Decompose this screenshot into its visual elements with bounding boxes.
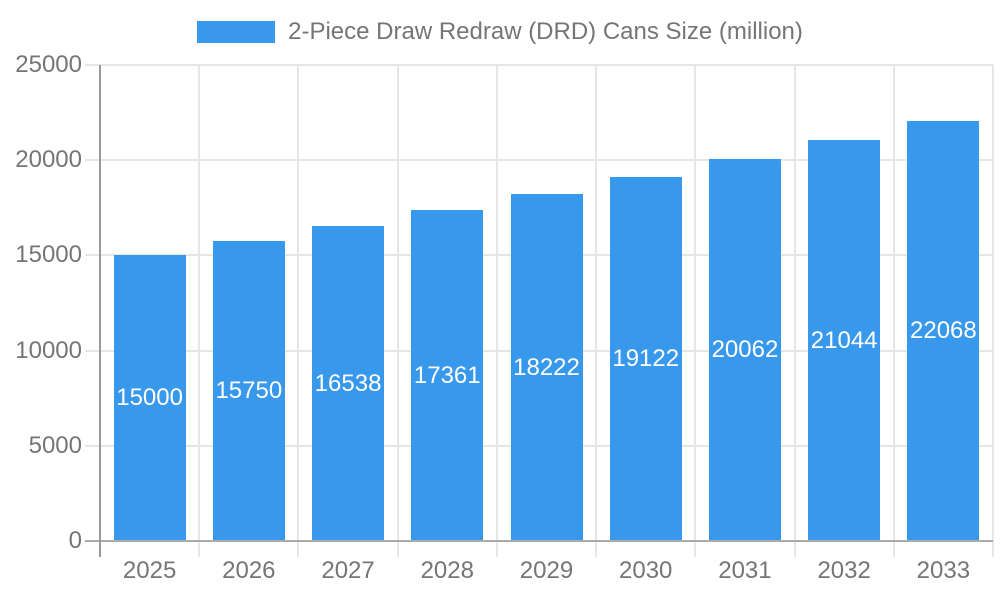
x-axis-tick-label: 2026: [222, 557, 276, 584]
chart-legend-item[interactable]: 2-Piece Draw Redraw (DRD) Cans Size (mil…: [0, 18, 1000, 46]
x-gridline: [992, 65, 994, 557]
bar-2029: 18222: [510, 194, 583, 541]
x-axis-tick-label: 2031: [718, 557, 772, 584]
bar-2026: 15750: [212, 241, 285, 541]
x-gridline: [595, 65, 598, 557]
legend-label: 2-Piece Draw Redraw (DRD) Cans Size (mil…: [288, 18, 803, 45]
bar-value-label: 16538: [314, 369, 382, 397]
y-axis-tick-label: 20000: [15, 146, 82, 174]
y-axis-tick-label: 10000: [15, 336, 82, 364]
bar-value-label: 18222: [513, 353, 580, 381]
bar-2032: 21044: [808, 140, 881, 541]
bar-value-label: 22068: [910, 316, 977, 344]
x-axis-tick-label: 2027: [321, 557, 375, 584]
y-axis-line: [99, 65, 101, 557]
bar-2030: 19122: [609, 176, 682, 541]
y-axis-tick-label: 15000: [15, 241, 82, 269]
x-axis-tick-label: 2032: [817, 557, 871, 584]
y-axis-tick-label: 5000: [28, 431, 82, 459]
bar-value-label: 17361: [413, 361, 481, 389]
x-gridline: [198, 65, 201, 557]
x-gridline: [793, 65, 796, 557]
x-gridline: [495, 65, 498, 557]
bar-2025: 15000: [113, 255, 186, 541]
x-axis-tick-label: 2030: [619, 557, 673, 584]
legend-swatch-icon: [197, 21, 276, 43]
bar-2031: 20062: [708, 159, 781, 541]
y-axis-tick-label: 0: [68, 527, 82, 554]
bar-value-label: 20062: [711, 336, 779, 363]
y-gridline: [85, 64, 993, 66]
y-gridline: [85, 159, 993, 162]
x-axis-tick-label: 2033: [916, 557, 971, 584]
x-axis-tick-label: 2028: [420, 557, 474, 584]
bar-value-label: 19122: [612, 344, 680, 372]
x-axis-line: [85, 540, 993, 542]
bar-2033: 22068: [907, 120, 980, 541]
bar-2027: 16538: [312, 226, 385, 541]
x-axis-tick-label: 2025: [122, 557, 177, 584]
y-axis-tick-label: 25000: [15, 51, 82, 78]
bar-value-label: 21044: [810, 326, 878, 354]
x-gridline: [297, 65, 300, 557]
bar-2028: 17361: [411, 210, 484, 541]
x-axis-tick-label: 2029: [519, 557, 574, 584]
bar-value-label: 15750: [215, 377, 283, 405]
x-gridline: [892, 65, 895, 557]
x-gridline: [694, 65, 697, 557]
x-gridline: [396, 65, 399, 557]
bar-value-label: 15000: [116, 384, 183, 412]
